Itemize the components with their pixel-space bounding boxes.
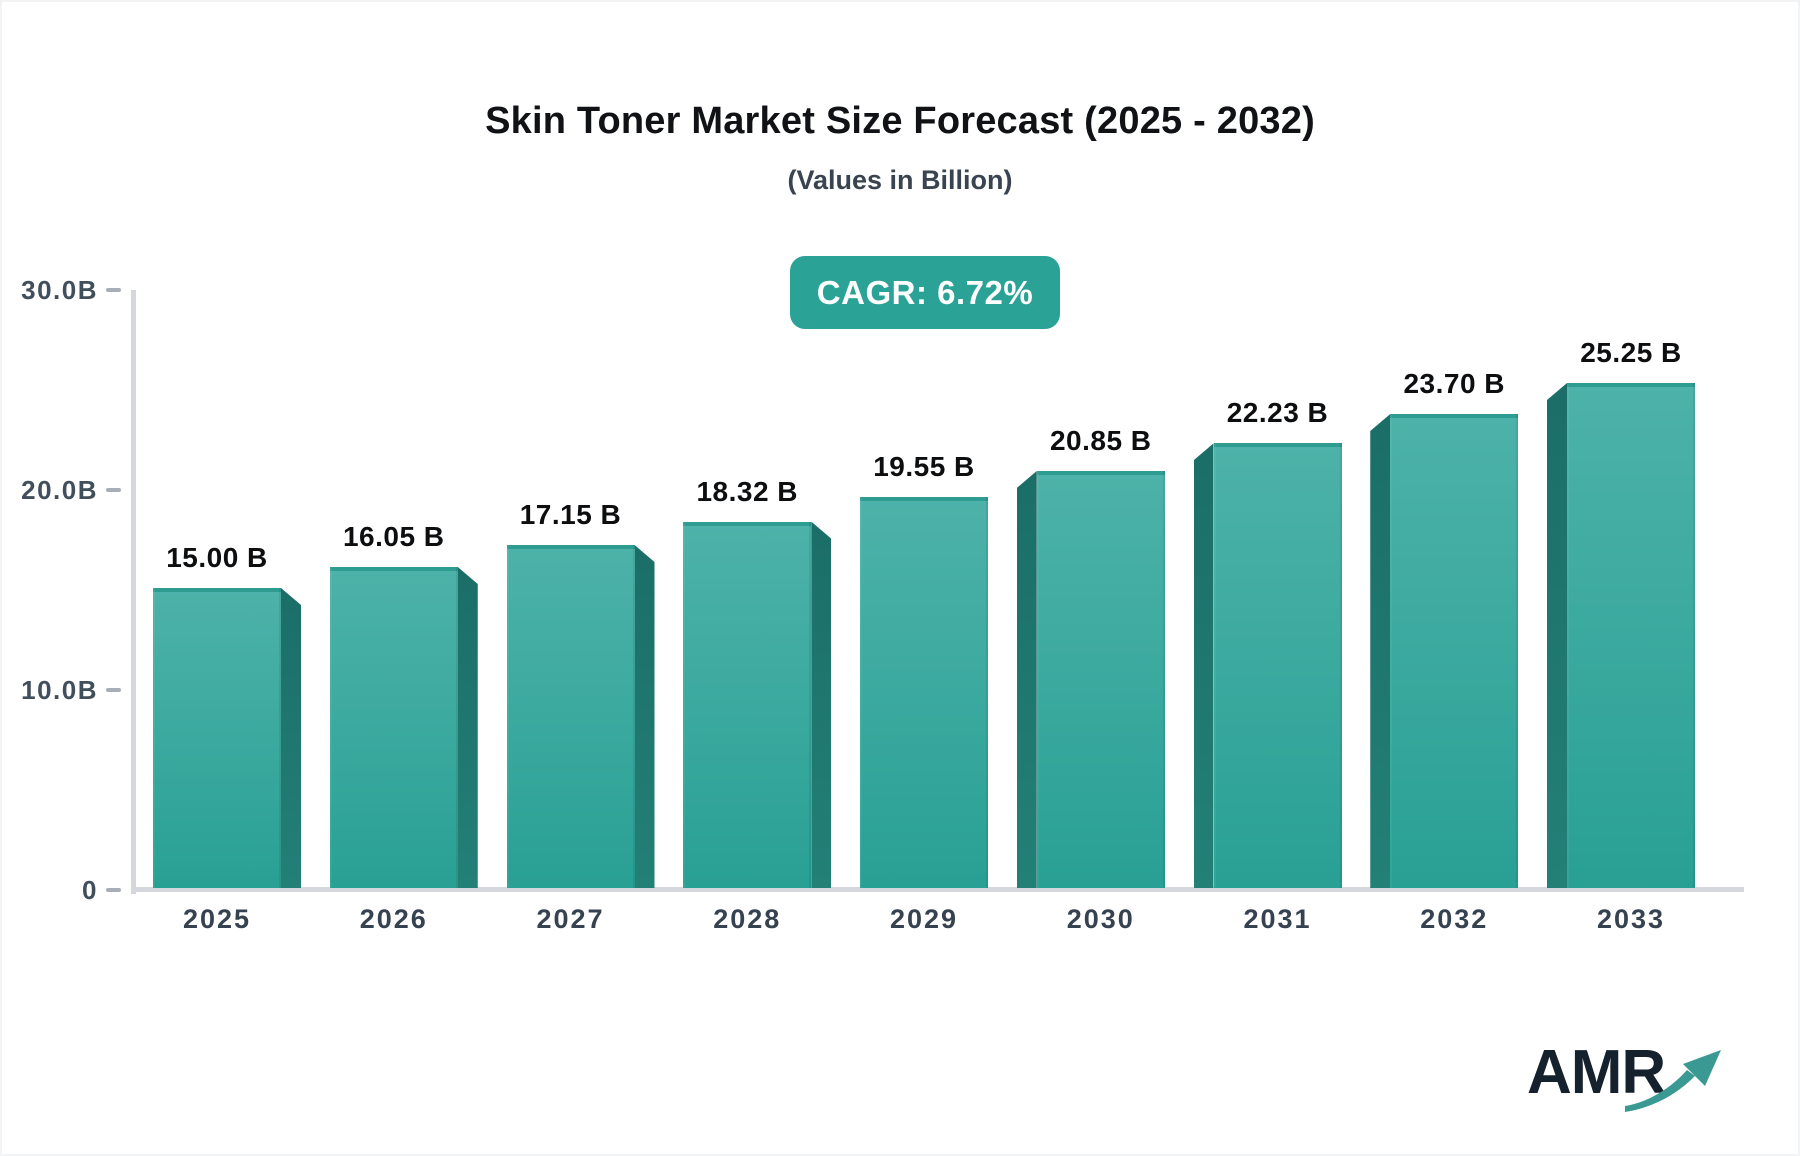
brand-logo: AMR [1527,1034,1727,1116]
x-axis-label: 2026 [359,904,428,934]
x-axis-label: 2029 [889,904,959,934]
y-axis-tick-label: 30.0B [21,275,98,305]
bar-2029 [860,497,988,888]
x-axis-label: 2027 [536,904,605,934]
bar-value-label: 23.70 B [1403,368,1506,399]
y-axis-tick-mark [106,888,121,892]
x-axis-label: 2028 [713,904,782,934]
x-axis-label: 2030 [1066,904,1135,934]
x-axis-label: 2031 [1243,904,1312,934]
chart-title: Skin Toner Market Size Forecast (2025 - … [485,100,1315,142]
brand-logo-text: AMR [1527,1038,1666,1107]
y-axis-tick-label: 20.0B [21,475,98,505]
bar-value-label: 17.15 B [519,499,622,530]
bar-2025-side [281,588,301,888]
cagr-badge: CAGR: 6.72% [790,256,1060,329]
x-axis-label: 2025 [182,904,252,934]
bar-value-label: 20.85 B [1049,425,1152,456]
x-axis-label: 2033 [1596,904,1666,934]
y-axis-tick-label: 0 [82,875,98,905]
bar-2032-side [1370,414,1391,888]
bar-2027 [506,545,635,888]
y-axis-tick-label: 10.0B [21,675,98,705]
bar-2025 [153,588,281,888]
growth-arrow-icon [1625,1050,1721,1112]
chart-subtitle: (Values in Billion) [787,165,1013,195]
bar-2030 [1036,471,1165,888]
y-axis-tick-mark [106,688,121,692]
bar-value-label: 15.00 B [166,542,268,573]
bar-2026-side [457,567,478,888]
cagr-badge-label: CAGR: 6.72% [816,273,1034,311]
bar-2031 [1213,443,1342,888]
x-axis-label: 2032 [1420,904,1489,934]
bar-2033-side [1547,383,1567,888]
bar-2026 [329,567,458,888]
x-axis-line [131,887,1744,892]
y-axis-line [131,290,136,894]
bar-2032 [1390,414,1519,888]
bar-value-label: 25.25 B [1580,337,1682,368]
y-axis-tick-mark [106,288,121,292]
bar-value-label: 22.23 B [1226,397,1329,429]
bar-value-label: 19.55 B [873,451,975,482]
y-axis-tick-mark [106,488,121,492]
bar-2033 [1567,383,1695,888]
bar-value-label: 16.05 B [342,521,445,552]
bar-2028 [683,521,812,888]
bar-2027-side [634,545,655,888]
bar-2028-side [811,521,832,888]
bar-2031-side [1193,443,1214,888]
bar-2030-side [1016,471,1037,888]
bar-value-label: 18.32 B [696,475,799,507]
